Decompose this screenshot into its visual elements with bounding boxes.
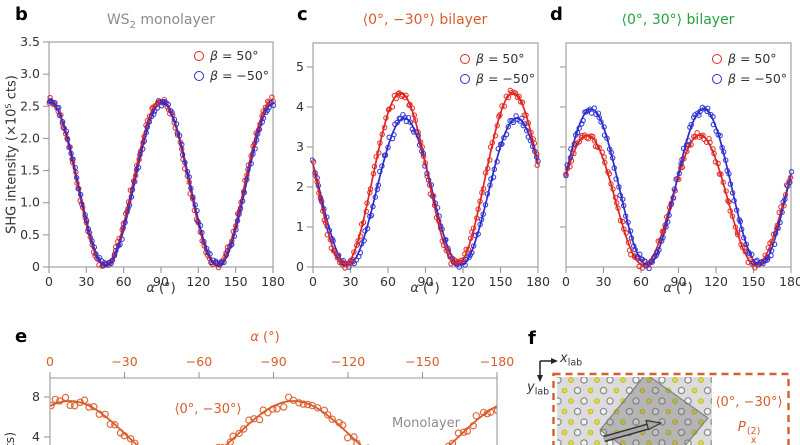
svg-text:60: 60 — [633, 274, 649, 289]
svg-text:150: 150 — [742, 274, 766, 289]
polarization-arrow-icon — [645, 419, 663, 431]
svg-text:90: 90 — [671, 274, 687, 289]
plot-panel-e: 0 −30 −60 −90 −120 −150 −180 8 4 cts) — [2, 354, 514, 445]
svg-text:2.0: 2.0 — [20, 130, 40, 145]
svg-text:150: 150 — [224, 274, 248, 289]
bottom-row-canvas: 0 −30 −60 −90 −120 −150 −180 8 4 cts) — [2, 354, 790, 445]
svg-text:2: 2 — [296, 179, 304, 194]
svg-text:0: 0 — [46, 354, 54, 369]
svg-text:4: 4 — [32, 429, 40, 444]
svg-text:−90: −90 — [260, 354, 286, 369]
svg-text:180: 180 — [779, 274, 800, 289]
plot-panel-c: 0 30 60 90 120 150 180 0 1 2 3 4 5 — [296, 42, 550, 289]
svg-text:8: 8 — [32, 389, 40, 404]
lattice-layer-2-rotated — [599, 377, 709, 445]
svg-text:120: 120 — [186, 274, 210, 289]
svg-text:0: 0 — [45, 274, 53, 289]
fit-line-b-1 — [48, 101, 274, 267]
svg-text:180: 180 — [526, 274, 550, 289]
svg-text:0.5: 0.5 — [20, 227, 40, 242]
svg-text:−120: −120 — [331, 354, 365, 369]
svg-text:1.5: 1.5 — [20, 163, 40, 178]
svg-text:90: 90 — [153, 274, 169, 289]
dashed-frame — [552, 372, 790, 445]
svg-text:0: 0 — [296, 259, 304, 274]
svg-text:60: 60 — [116, 274, 132, 289]
svg-text:−60: −60 — [186, 354, 212, 369]
svg-text:150: 150 — [489, 274, 513, 289]
svg-text:2.5: 2.5 — [20, 98, 40, 113]
svg-text:5: 5 — [296, 59, 304, 74]
plot-panel-d: 0 30 60 90 120 150 180 — [560, 42, 800, 289]
svg-text:0: 0 — [562, 274, 570, 289]
svg-text:30: 30 — [343, 274, 359, 289]
fit-line-d-0 — [565, 134, 792, 266]
fit-line-b-0 — [48, 99, 274, 267]
svg-text:120: 120 — [451, 274, 475, 289]
svg-text:3.0: 3.0 — [20, 66, 40, 81]
svg-text:30: 30 — [78, 274, 94, 289]
svg-text:0: 0 — [309, 274, 317, 289]
plot-panel-b: 0 30 60 90 120 150 180 0 0.5 1.0 1.5 2.0 2.5 3.0 3.5 — [20, 34, 285, 289]
svg-text:120: 120 — [704, 274, 728, 289]
panel-f-diagram — [537, 358, 790, 445]
svg-text:3.5: 3.5 — [20, 34, 40, 49]
svg-text:90: 90 — [418, 274, 434, 289]
svg-text:60: 60 — [380, 274, 396, 289]
x-lab-arrow-icon — [551, 358, 558, 364]
svg-text:4: 4 — [296, 99, 304, 114]
y-lab-arrow-icon — [537, 375, 543, 382]
svg-text:30: 30 — [596, 274, 612, 289]
svg-text:−180: −180 — [480, 354, 514, 369]
svg-text:1: 1 — [296, 219, 304, 234]
svg-text:0: 0 — [32, 259, 40, 274]
y-axis-label-e-fragment: cts) — [2, 432, 17, 445]
svg-text:180: 180 — [261, 274, 285, 289]
fit-line-c-1 — [312, 92, 539, 266]
fit-line-d-1 — [565, 108, 792, 266]
svg-text:3: 3 — [296, 139, 304, 154]
svg-text:−150: −150 — [405, 354, 439, 369]
svg-text:1.0: 1.0 — [20, 195, 40, 210]
svg-text:−30: −30 — [111, 354, 137, 369]
